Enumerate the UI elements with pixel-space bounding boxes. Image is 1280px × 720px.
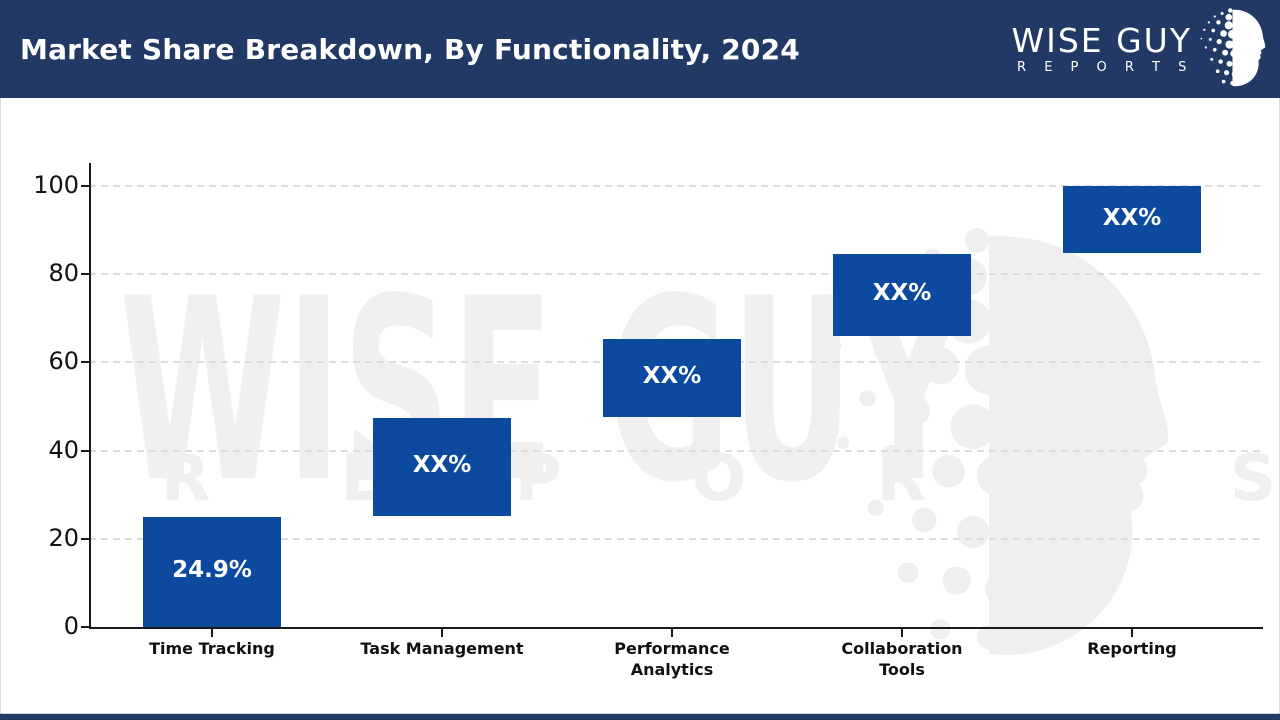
- x-tick-mark: [1131, 629, 1133, 637]
- chart-area: WISE GUY R E P O R T S 0 20 40 60 80 100 24.9%…: [0, 98, 1280, 713]
- y-tick-mark: [81, 449, 89, 452]
- waterfall-bar: [373, 417, 511, 517]
- category-label: Task Management: [360, 639, 524, 658]
- x-tick-mark: [211, 629, 213, 637]
- bar-value-label: XX%: [642, 363, 702, 390]
- bar-value-label: 24.9%: [172, 557, 252, 584]
- y-tick-mark: [81, 626, 89, 628]
- y-tick-mark: [81, 273, 89, 276]
- y-tick-mark: [81, 537, 89, 540]
- category-label: Collaboration Tools: [841, 639, 963, 679]
- y-tick-mark: [81, 185, 89, 187]
- header-bar: Market Share Breakdown, By Functionality…: [0, 0, 1280, 98]
- gridline: [89, 185, 1263, 187]
- x-tick-mark: [441, 629, 443, 637]
- brand-subname: R E P O R T S: [1017, 60, 1194, 75]
- x-tick-mark: [901, 629, 903, 637]
- bar-value-label: XX%: [412, 452, 472, 479]
- y-tick-label: 0: [63, 612, 79, 640]
- y-tick-label: 80: [48, 259, 79, 288]
- brand-logo: WISE GUY R E P O R T S: [1011, 6, 1270, 92]
- waterfall-bar: [833, 253, 971, 336]
- gridline: [89, 273, 1263, 276]
- gridline: [89, 449, 1263, 452]
- category-label: Reporting: [1087, 639, 1177, 658]
- y-tick-label: 40: [48, 435, 79, 464]
- bar-value-label: XX%: [872, 279, 932, 306]
- x-axis-line: [89, 627, 1263, 629]
- waterfall-bar: [143, 517, 281, 627]
- page-title: Market Share Breakdown, By Functionality…: [20, 32, 800, 66]
- y-tick-label: 60: [48, 347, 79, 376]
- footer-bar: [0, 713, 1280, 720]
- y-axis-line: [89, 163, 91, 629]
- head-silhouette-icon: [1200, 8, 1266, 89]
- y-tick-mark: [81, 361, 89, 364]
- gridline: [89, 537, 1263, 540]
- bar-value-label: XX%: [1102, 204, 1162, 231]
- brand-name: WISE GUY: [1011, 21, 1192, 60]
- waterfall-plot: 0 20 40 60 80 100 24.9% Time Tracking XX% Task Ma…: [1, 98, 1279, 713]
- category-label: Time Tracking: [149, 639, 275, 658]
- y-tick-label: 20: [48, 523, 79, 552]
- y-tick-label: 100: [33, 171, 79, 199]
- waterfall-bar: [1063, 186, 1201, 254]
- category-label: Performance Analytics: [614, 639, 730, 679]
- waterfall-bar: [603, 339, 741, 418]
- x-tick-mark: [671, 629, 673, 637]
